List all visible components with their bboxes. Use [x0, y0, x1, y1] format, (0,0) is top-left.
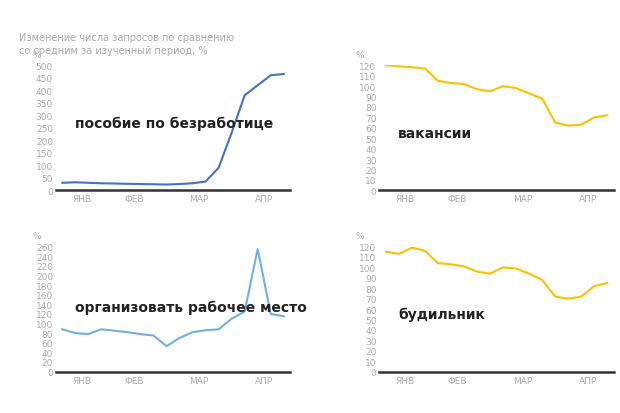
- Text: Изменение числа запросов по сравнению
со средним за изученный период, %: Изменение числа запросов по сравнению со…: [19, 33, 234, 56]
- Text: %: %: [32, 232, 41, 241]
- Text: будильник: будильник: [398, 307, 485, 321]
- Text: %: %: [356, 51, 365, 60]
- Text: %: %: [32, 51, 41, 60]
- Text: %: %: [356, 232, 365, 241]
- Text: пособие по безработице: пособие по безработице: [74, 116, 273, 131]
- Text: организовать рабочее место: организовать рабочее место: [74, 300, 306, 314]
- Text: вакансии: вакансии: [398, 126, 472, 140]
